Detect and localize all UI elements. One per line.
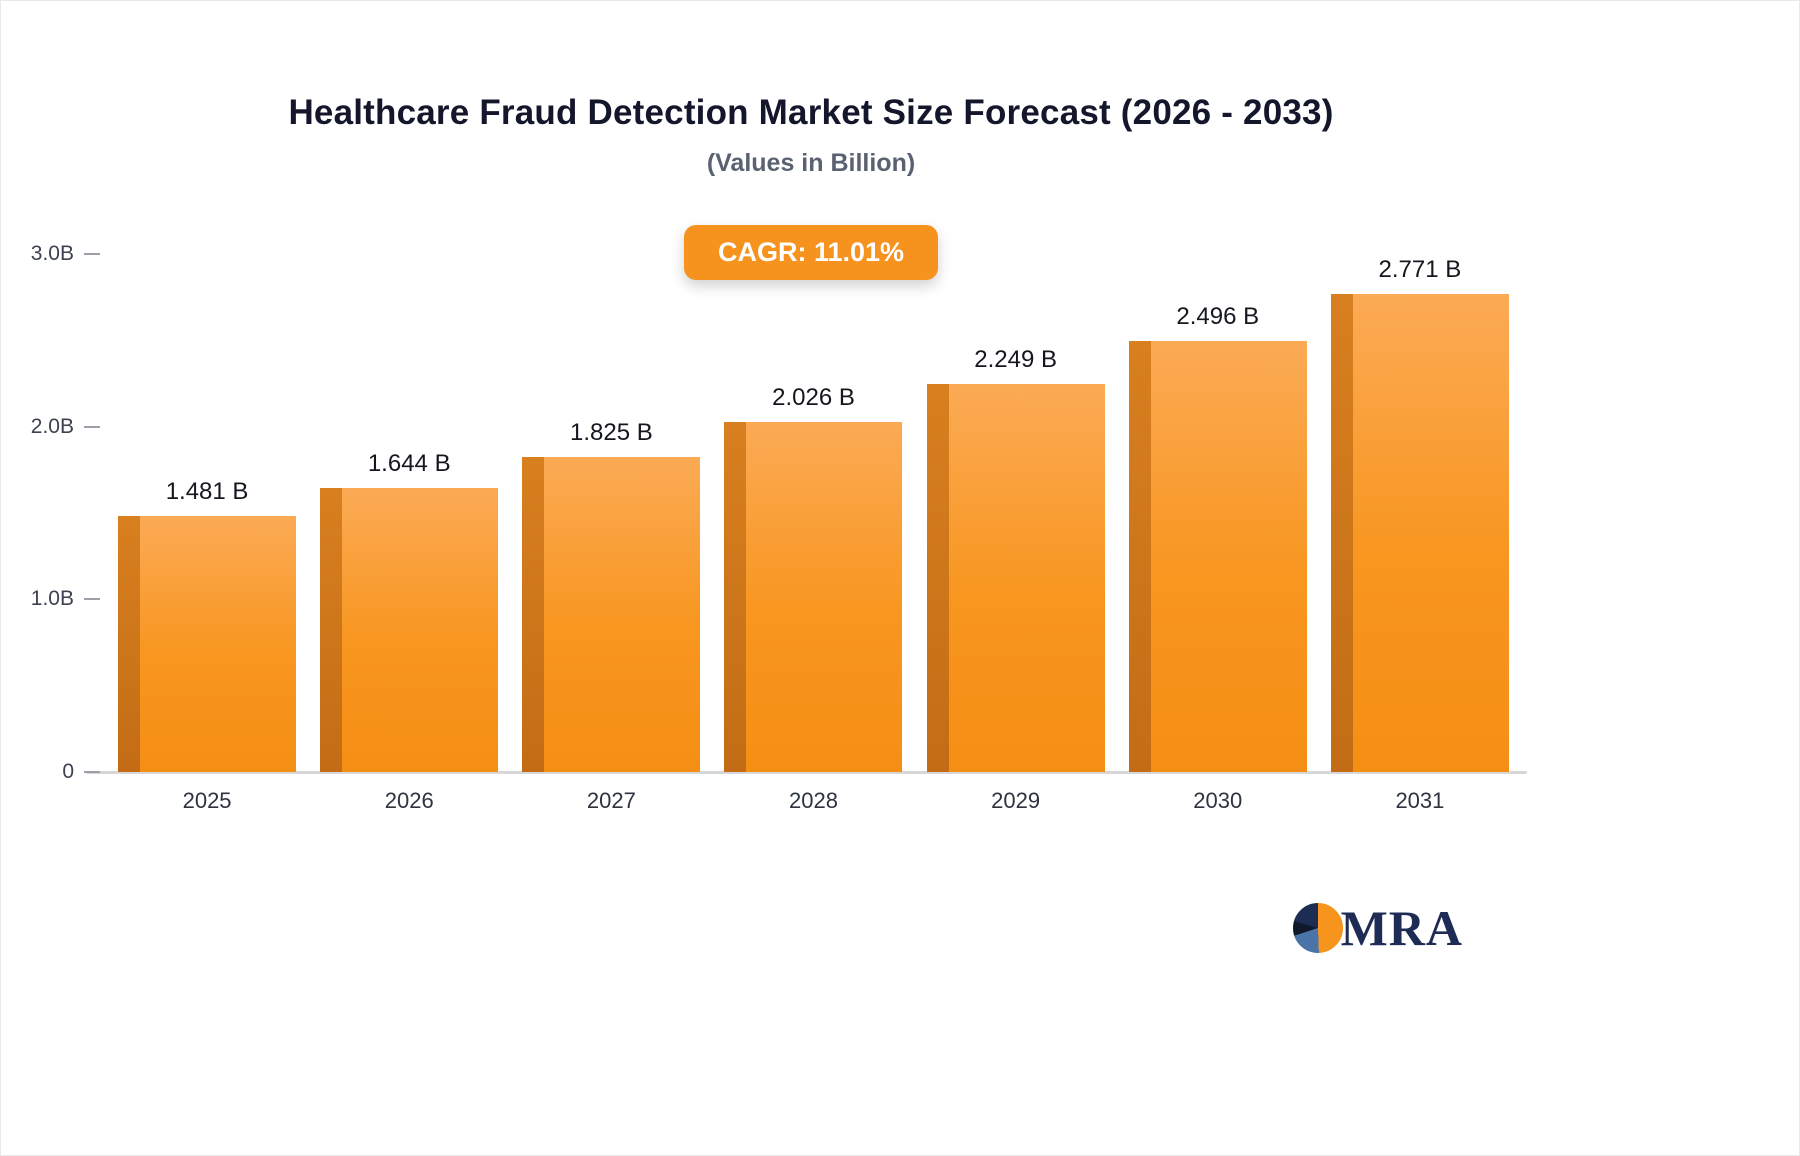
chart-header: Healthcare Fraud Detection Market Size F… (1, 93, 1621, 178)
plot-area: 1.481 B 1.644 B 1.825 B 2.026 B 2.249 B 2.496… (31, 242, 1527, 813)
bar-face (544, 456, 701, 772)
y-axis-tick: 1.0B (0, 587, 100, 611)
y-axis-tick-label: 2.0B (30, 414, 74, 438)
bar-side-shade (1128, 341, 1151, 772)
x-axis-labels: 2025 2026 2027 2028 2029 2030 2031 (106, 788, 1521, 814)
bar-value-label: 2.249 B (974, 345, 1057, 373)
y-axis-tick-label: 3.0B (30, 242, 74, 265)
bar: 1.481 B (118, 478, 297, 772)
bar-face (140, 516, 297, 772)
bar-side-shade (118, 516, 141, 772)
bar-side-shade (522, 456, 545, 772)
bar-face (1150, 341, 1307, 772)
brand-logo: MRA (1290, 899, 1463, 957)
bar-face (1352, 293, 1509, 772)
bar-group: 1.644 B (308, 254, 510, 772)
bar: 2.496 B (1128, 303, 1307, 772)
y-axis-tick-label: 0 (62, 760, 74, 783)
bar-side-shade (320, 488, 343, 772)
y-axis-tick-dash (84, 253, 100, 255)
x-axis-label: 2029 (991, 788, 1041, 813)
bar: 2.026 B (724, 384, 903, 772)
bar: 1.825 B (522, 419, 701, 772)
bars-row: 1.481 B 1.644 B 1.825 B 2.026 B 2.249 B 2.496… (106, 254, 1521, 772)
chart-title: Healthcare Fraud Detection Market Size F… (288, 93, 1334, 132)
bar-side-shade (926, 383, 949, 772)
x-axis-line (86, 771, 1527, 774)
bar-group: 2.249 B (915, 254, 1117, 772)
bar-group: 1.481 B (106, 254, 308, 772)
bar-group: 2.026 B (712, 254, 914, 772)
bar-value-label: 1.644 B (367, 450, 451, 478)
bar-value-label: 1.825 B (569, 418, 653, 446)
y-axis-tick-dash (84, 425, 100, 428)
y-axis-tick-dash (84, 598, 100, 601)
bar-side-shade (1330, 293, 1353, 772)
bar-group: 2.771 B (1319, 254, 1521, 772)
x-axis-label: 2030 (1193, 788, 1243, 813)
bar-value-label: 2.496 B (1176, 303, 1260, 331)
chart-subtitle: (Values in Billion) (706, 149, 916, 177)
y-axis-tick-label: 1.0B (30, 587, 74, 611)
bar: 2.249 B (926, 346, 1105, 772)
y-axis-tick: 0 (0, 760, 100, 784)
x-axis-label: 2031 (1395, 788, 1445, 813)
y-axis-tick: 3.0B (0, 242, 100, 266)
brand-logo-text: MRA (1340, 900, 1463, 956)
bar-face (948, 383, 1105, 772)
bar-face (342, 488, 499, 772)
bar-group: 2.496 B (1117, 254, 1319, 772)
bar: 1.644 B (320, 450, 499, 772)
y-axis-tick-dash (84, 771, 100, 773)
x-axis-label: 2027 (586, 788, 636, 813)
cagr-badge-row: CAGR: 11.01% (1, 225, 1621, 280)
y-axis-tick: 2.0B (0, 415, 100, 439)
bar-value-label: 1.481 B (165, 478, 249, 506)
bar-value-label: 2.771 B (1378, 255, 1462, 283)
bar-value-label: 2.026 B (772, 384, 855, 412)
x-axis-label: 2026 (384, 788, 434, 813)
bar: 2.771 B (1330, 256, 1509, 772)
x-axis-label: 2028 (789, 788, 838, 813)
bar-side-shade (724, 422, 747, 772)
x-axis-label: 2025 (182, 788, 232, 813)
cagr-badge: CAGR: 11.01% (683, 225, 939, 280)
bar-group: 1.825 B (510, 254, 712, 772)
bar-face (746, 422, 903, 772)
brand-logo-icon (1290, 901, 1345, 955)
